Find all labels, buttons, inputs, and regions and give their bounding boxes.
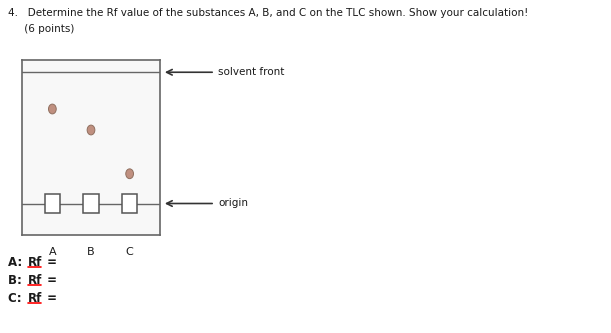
Text: A:: A:	[8, 256, 26, 269]
Text: origin: origin	[218, 198, 248, 208]
Text: solvent front: solvent front	[218, 67, 284, 77]
Text: A: A	[48, 247, 56, 257]
Circle shape	[126, 169, 134, 178]
Text: C:: C:	[8, 292, 26, 305]
Text: Rf: Rf	[28, 274, 42, 287]
Circle shape	[87, 125, 95, 135]
Bar	[84, 194, 98, 213]
Text: Rf: Rf	[28, 292, 42, 305]
Text: (6 points): (6 points)	[8, 24, 75, 34]
Text: =: =	[43, 256, 57, 269]
Text: Rf: Rf	[28, 256, 42, 269]
Text: B: B	[87, 247, 95, 257]
Bar	[122, 194, 137, 213]
Text: C: C	[126, 247, 134, 257]
Text: =: =	[43, 292, 57, 305]
Text: B:: B:	[8, 274, 26, 287]
Text: 4.   Determine the Rf value of the substances A, B, and C on the TLC shown. Show: 4. Determine the Rf value of the substan…	[8, 8, 529, 18]
Text: =: =	[43, 274, 57, 287]
Bar	[45, 194, 60, 213]
Circle shape	[48, 104, 56, 114]
